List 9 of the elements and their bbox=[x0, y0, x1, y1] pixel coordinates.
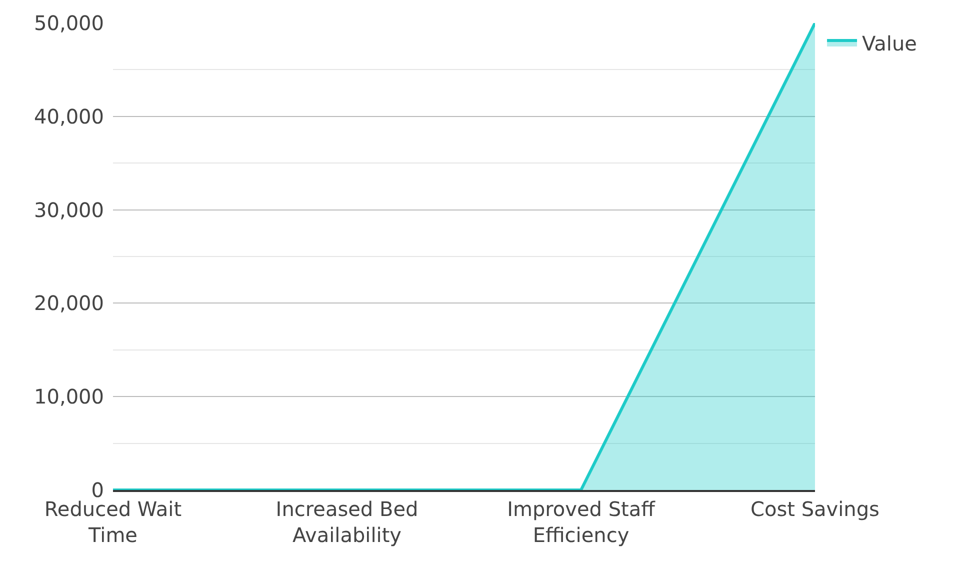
x-tick-label: Improved Staff Efficiency bbox=[507, 496, 656, 547]
y-tick-label: 30,000 bbox=[34, 198, 104, 222]
y-tick-label: 10,000 bbox=[34, 384, 104, 409]
legend-label: Value bbox=[862, 31, 917, 56]
x-tick-label: Cost Savings bbox=[750, 496, 880, 521]
x-tick-label: Increased Bed Availability bbox=[276, 496, 418, 547]
y-tick-label: 40,000 bbox=[34, 104, 104, 128]
y-tick-label: 20,000 bbox=[34, 291, 104, 316]
y-tick-label: 50,000 bbox=[34, 11, 104, 35]
